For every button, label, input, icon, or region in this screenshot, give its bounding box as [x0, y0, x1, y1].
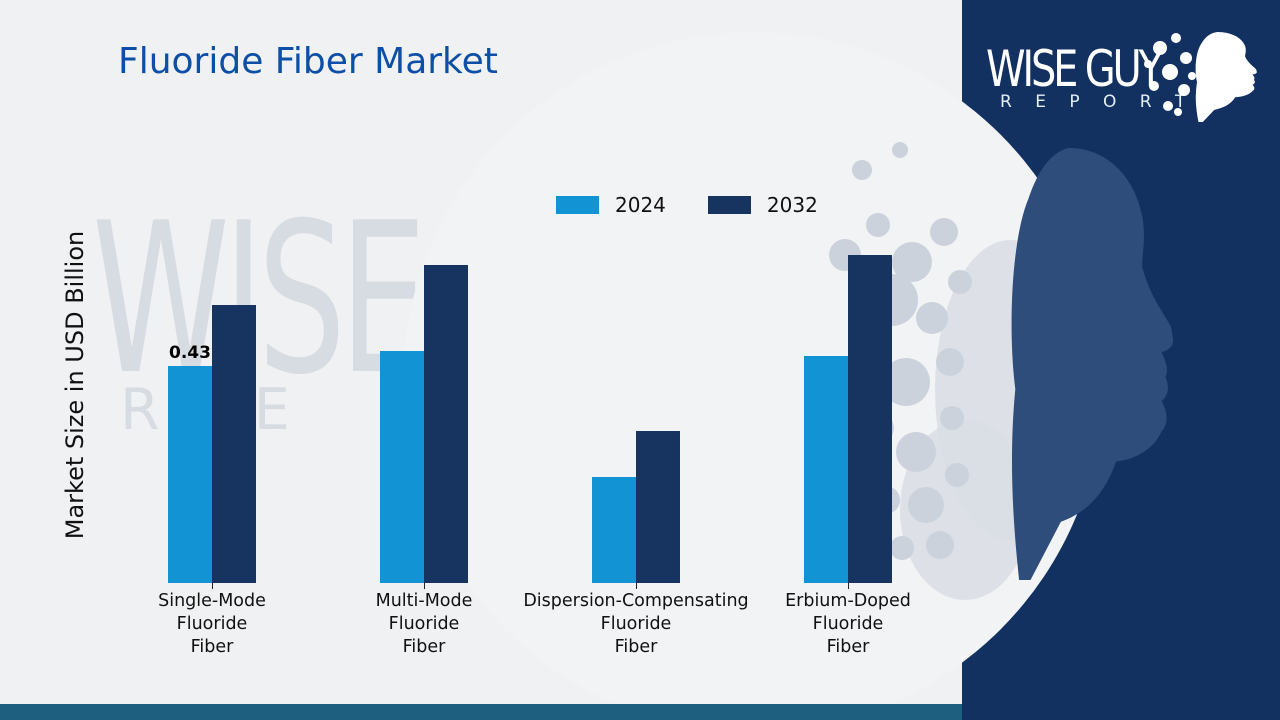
logo-brain-dot: [1171, 33, 1181, 43]
category-label: Single-Mode Fluoride Fiber: [158, 591, 266, 657]
legend-label: 2024: [615, 193, 666, 217]
face-profile-silhouette-icon: [1011, 148, 1174, 580]
logo-head-icon: [1195, 32, 1257, 122]
watermark-dot: [896, 432, 936, 472]
watermark-dot: [908, 487, 944, 523]
legend: 2024 2032: [556, 195, 860, 215]
bar-2024-1: [168, 366, 212, 583]
watermark-dot: [892, 142, 908, 158]
watermark-dot: [945, 463, 969, 487]
logo-brain-dot: [1162, 64, 1178, 80]
watermark-dot: [930, 218, 958, 246]
x-axis-tick: [848, 583, 849, 589]
legend-item-2032: 2032: [707, 193, 818, 217]
bar-2032-4: [848, 255, 892, 583]
legend-item-2024: 2024: [556, 195, 666, 215]
logo-brain-dot: [1178, 84, 1190, 96]
watermark-dot: [936, 348, 964, 376]
watermark-dot: [926, 531, 954, 559]
legend-label: 2032: [766, 193, 818, 217]
bar-value-label: 0.43: [169, 343, 211, 363]
watermark-dot: [940, 406, 964, 430]
watermark-dot: [852, 160, 872, 180]
logo-brain-dot: [1174, 108, 1182, 116]
footer-accent-bar: [0, 704, 962, 720]
bar-2032-2: [424, 265, 468, 583]
watermark-dot: [916, 302, 948, 334]
bar-2024-3: [592, 477, 636, 583]
bar-2024-2: [380, 351, 424, 583]
logo-brain-dot: [1149, 81, 1159, 91]
logo-brain-dot: [1163, 101, 1173, 111]
category-label: Erbium-Doped Fluoride Fiber: [785, 591, 911, 657]
brand-logo-name: WISE GUY: [986, 40, 1163, 98]
watermark-dot: [890, 536, 914, 560]
logo-brain-dot: [1180, 52, 1192, 64]
watermark-dot: [948, 270, 972, 294]
chart-title: Fluoride Fiber Market: [118, 41, 498, 82]
logo-brain-dot: [1188, 72, 1196, 80]
logo-brain-dot: [1144, 60, 1152, 68]
x-axis-tick: [424, 583, 425, 589]
category-label: Dispersion-Compensating Fluoride Fiber: [523, 591, 749, 657]
bar-2032-1: [212, 305, 256, 583]
bar-2024-4: [804, 356, 848, 583]
legend-swatch: [707, 196, 751, 214]
bar-2032-3: [636, 431, 680, 583]
legend-swatch: [556, 196, 599, 214]
logo-brain-dot: [1153, 41, 1167, 55]
category-label: Multi-Mode Fluoride Fiber: [375, 591, 473, 657]
watermark-dot: [866, 213, 890, 237]
x-axis-tick: [636, 583, 637, 589]
x-axis-tick: [212, 583, 213, 589]
